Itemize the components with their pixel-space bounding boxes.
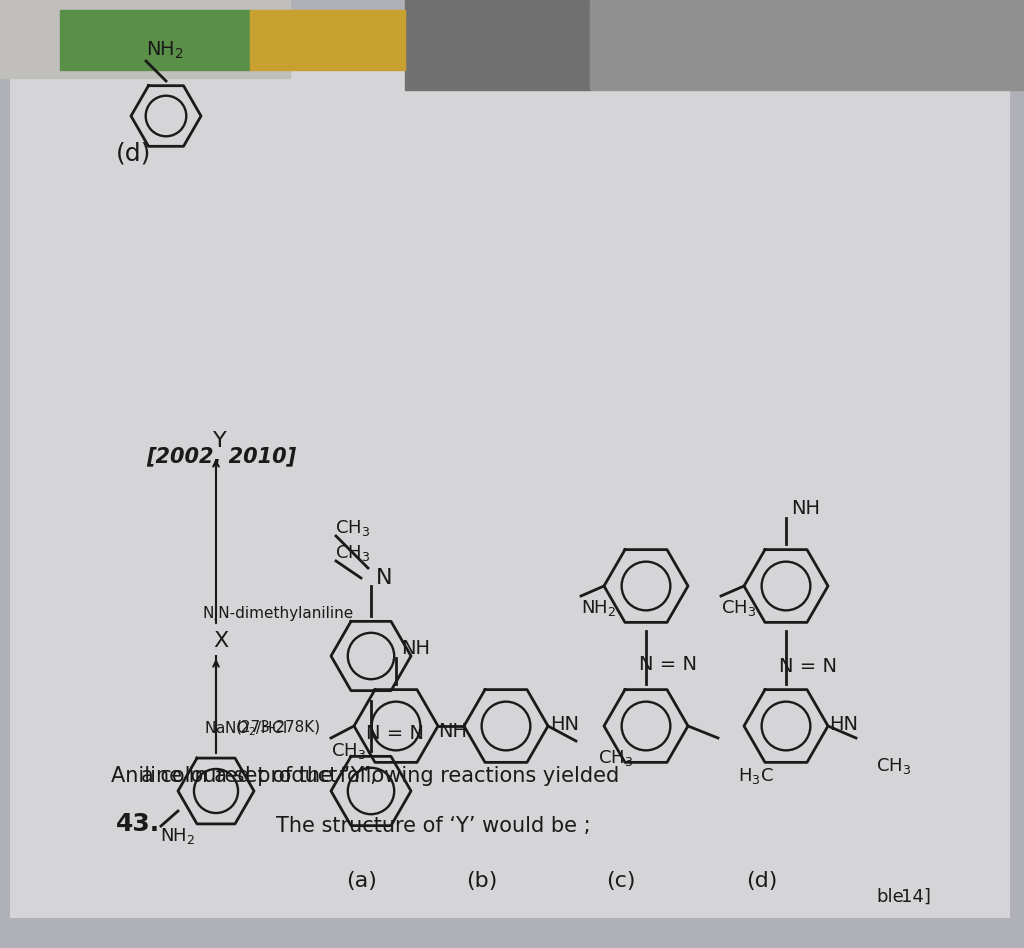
Text: HN: HN <box>550 715 579 734</box>
Bar <box>590 0 1024 90</box>
Bar <box>60 10 250 70</box>
Text: (a): (a) <box>346 871 377 891</box>
Text: CH$_3$: CH$_3$ <box>331 741 367 761</box>
Text: H$_3$C: H$_3$C <box>738 766 774 786</box>
Text: CH$_3$: CH$_3$ <box>598 748 633 768</box>
Text: NaNO$_2$/HCl: NaNO$_2$/HCl <box>204 720 288 738</box>
Text: (273-278K): (273-278K) <box>236 719 322 734</box>
Text: NH: NH <box>791 499 820 518</box>
Text: NH$_2$: NH$_2$ <box>146 40 184 61</box>
Text: NH$_2$: NH$_2$ <box>581 598 616 618</box>
Text: N: N <box>376 568 392 588</box>
Text: N = N: N = N <box>779 657 837 676</box>
Text: N,N-dimethylaniline: N,N-dimethylaniline <box>203 606 354 621</box>
Text: (d): (d) <box>116 142 152 166</box>
Text: ble: ble <box>876 888 904 906</box>
FancyBboxPatch shape <box>10 38 1010 918</box>
Text: (c): (c) <box>606 871 636 891</box>
Text: N = N: N = N <box>366 724 424 743</box>
Text: 43.: 43. <box>116 812 160 836</box>
Text: The structure of ‘Y’ would be ;: The structure of ‘Y’ would be ; <box>276 816 591 836</box>
Text: NH$_2$: NH$_2$ <box>160 826 196 846</box>
Text: CH$_3$: CH$_3$ <box>335 518 371 538</box>
Text: N = N: N = N <box>639 655 697 674</box>
Text: (d): (d) <box>746 871 777 891</box>
Text: 14]: 14] <box>901 888 931 906</box>
Text: a coloured product ‘Y’,: a coloured product ‘Y’, <box>141 766 377 786</box>
Text: CH$_3$: CH$_3$ <box>876 756 911 776</box>
Text: Y: Y <box>213 431 226 451</box>
Text: NH: NH <box>438 722 467 741</box>
Text: HN: HN <box>829 715 858 734</box>
Bar <box>250 10 406 70</box>
Bar <box>406 0 590 90</box>
Text: Aniline in a set of the following reactions yielded: Aniline in a set of the following reacti… <box>111 766 620 786</box>
Bar <box>0 0 290 78</box>
Text: [2002, 2010]: [2002, 2010] <box>146 446 296 466</box>
Text: NH: NH <box>401 639 430 658</box>
Text: CH$_3$: CH$_3$ <box>721 598 757 618</box>
Text: (b): (b) <box>466 871 498 891</box>
Text: CH$_3$: CH$_3$ <box>335 543 371 563</box>
Text: X: X <box>213 631 228 651</box>
